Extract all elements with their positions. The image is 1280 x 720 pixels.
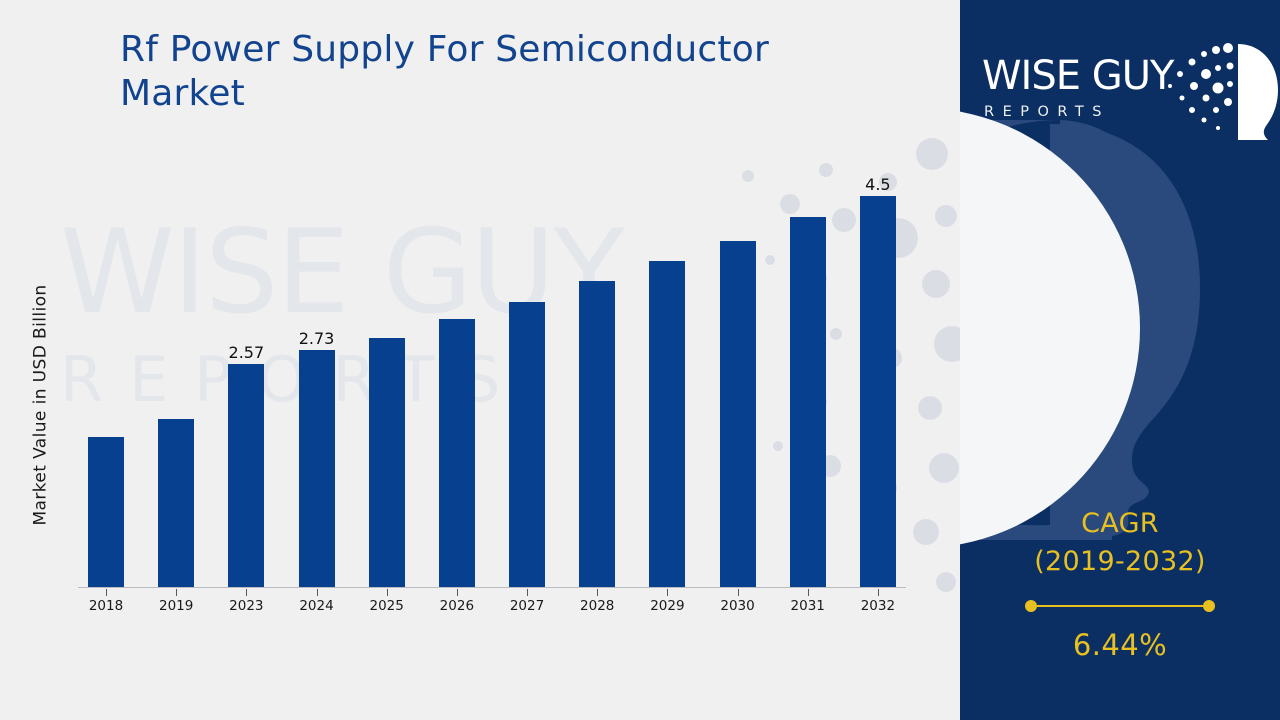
bar-column: 1.93 — [148, 170, 204, 587]
bar-column: 3.28 — [499, 170, 555, 587]
tick-mark — [667, 589, 669, 596]
x-axis-tick: 2023 — [218, 589, 274, 623]
bar-rect — [298, 350, 335, 587]
bar-column: 4.5 — [850, 170, 906, 587]
bar-rect — [859, 196, 896, 587]
tick-mark — [527, 589, 529, 596]
x-axis-tick-labels: 2018 2019 2023 2024 2025 2026 2027 2028 2029 2030… — [78, 589, 906, 623]
bar-rect — [228, 364, 265, 587]
x-axis-tick-label: 2031 — [790, 598, 825, 614]
x-axis-tick-label: 2024 — [299, 598, 334, 614]
chart-panel: WISE GUY REPORTS — [28, 29, 960, 623]
divider-dot-right-icon — [1203, 599, 1215, 612]
cagr-title: CAGR (2019-2032) — [960, 505, 1280, 582]
bar-column: 2.73 — [289, 170, 345, 587]
bar-rect — [579, 281, 616, 587]
bar-rect — [438, 319, 475, 587]
bubble-dot-cluster-icon — [960, 108, 1140, 548]
bar-column: 3.08 — [429, 170, 485, 587]
bar-column: 2.57 — [218, 170, 274, 587]
x-axis-tick: 2032 — [850, 589, 906, 623]
tick-mark — [386, 589, 388, 596]
cagr-period: (2019-2032) — [1034, 546, 1206, 578]
tick-mark — [456, 589, 458, 596]
x-axis-tick: 2029 — [639, 589, 695, 623]
tick-mark — [246, 589, 248, 596]
bar-series: 1.731.93 2.57 2.73 2.873.083.283.523.75 3.98… — [78, 170, 906, 587]
bar-column: 3.75 — [639, 170, 695, 587]
y-axis-label-text: Market Value in USD Billion — [31, 284, 51, 526]
bar-column: 3.98 — [710, 170, 766, 587]
tick-mark — [316, 589, 318, 596]
tick-mark — [597, 589, 599, 596]
bar-rect — [649, 261, 686, 587]
bar-rect — [158, 419, 195, 587]
bar-rect — [789, 217, 826, 587]
brand-logo: WISE GUY REPORTS — [970, 26, 1278, 140]
x-axis-tick: 2027 — [499, 589, 555, 623]
x-axis-tick: 2019 — [148, 589, 204, 623]
x-axis-line — [78, 587, 906, 588]
bar-rect — [368, 338, 405, 587]
x-axis-tick-label: 2032 — [860, 598, 896, 614]
x-axis-tick-label: 2025 — [369, 598, 404, 614]
bar-rect — [88, 437, 124, 587]
x-axis-tick: 2024 — [289, 589, 345, 623]
bar-rect — [509, 302, 546, 587]
x-axis-tick-label: 2019 — [158, 598, 194, 614]
brand-logo-wordmark: WISE GUY — [982, 53, 1174, 99]
brand-panel: WISE GUY REPORTS — [960, 0, 1280, 720]
cagr-block: CAGR (2019-2032) 6.44% — [960, 505, 1280, 662]
bar-rect — [719, 241, 756, 587]
x-axis-tick: 2028 — [569, 589, 625, 623]
tick-mark — [807, 589, 809, 596]
bar-value-label: 4.5 — [865, 175, 891, 194]
x-axis-tick: 2026 — [429, 589, 485, 623]
brand-logo-subtext: REPORTS — [984, 104, 1110, 120]
bar-value-label: 2.57 — [228, 343, 265, 362]
bar-chart: Market Value in USD Billion 1.731.93 2.57… — [28, 170, 906, 623]
x-axis-tick-label: 2023 — [229, 598, 264, 614]
cagr-divider — [1025, 599, 1215, 612]
page-title: Rf Power Supply For Semiconductor Market — [120, 29, 769, 114]
x-axis-tick: 2025 — [359, 589, 415, 623]
tick-mark — [877, 589, 879, 596]
x-axis-tick-label: 2027 — [509, 598, 545, 614]
x-axis-tick-label: 2028 — [580, 598, 615, 614]
x-axis-tick-label: 2029 — [650, 598, 685, 614]
x-axis-tick-label: 2018 — [88, 598, 124, 614]
plot-area: 1.731.93 2.57 2.73 2.873.083.283.523.75 3.98… — [78, 170, 906, 587]
bar-column: 2.87 — [359, 170, 415, 587]
bar-value-label: 2.73 — [298, 329, 335, 348]
bar-column: 3.52 — [569, 170, 625, 587]
dotted-head-profile-icon — [1168, 43, 1278, 140]
y-axis-label: Market Value in USD Billion — [28, 235, 54, 575]
bar-column: 4.26 — [780, 170, 836, 587]
bar-column: 1.73 — [78, 170, 134, 587]
tick-mark — [176, 589, 178, 596]
x-axis-tick: 2030 — [710, 589, 766, 623]
x-axis-tick: 2031 — [780, 589, 836, 623]
x-axis-tick-label: 2030 — [720, 598, 755, 614]
tick-mark — [737, 589, 739, 596]
cagr-label: CAGR — [1081, 508, 1159, 539]
x-axis-tick: 2018 — [78, 589, 134, 623]
x-axis-tick-label: 2026 — [439, 598, 475, 614]
divider-line — [1031, 604, 1209, 607]
tick-mark — [106, 589, 107, 596]
cagr-value: 6.44% — [1072, 627, 1168, 662]
